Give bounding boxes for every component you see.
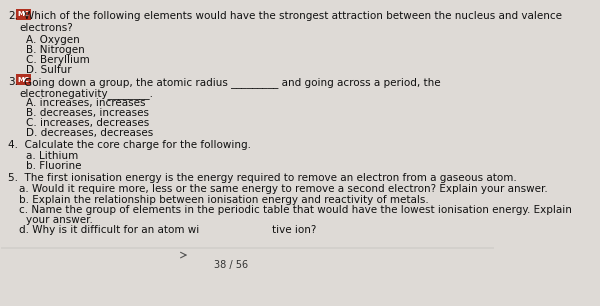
Text: D. decreases, decreases: D. decreases, decreases xyxy=(26,128,153,138)
Text: A. Oxygen: A. Oxygen xyxy=(26,35,80,45)
Text: a. Would it require more, less or the same energy to remove a second electron? E: a. Would it require more, less or the sa… xyxy=(19,184,548,194)
FancyBboxPatch shape xyxy=(16,9,31,20)
Text: d. Why is it difficult for an atom wi: d. Why is it difficult for an atom wi xyxy=(19,225,200,235)
Text: b. Fluorine: b. Fluorine xyxy=(26,161,82,171)
Text: a. Lithium: a. Lithium xyxy=(26,151,78,161)
Text: C. increases, decreases: C. increases, decreases xyxy=(26,118,149,128)
Text: A. increases, increases: A. increases, increases xyxy=(26,99,146,109)
Text: Going down a group, the atomic radius _________ and going across a period, the: Going down a group, the atomic radius __… xyxy=(25,77,441,88)
Text: MC: MC xyxy=(17,77,29,83)
Text: c. Name the group of elements in the periodic table that would have the lowest i: c. Name the group of elements in the per… xyxy=(19,204,572,215)
Text: 4.  Calculate the core charge for the following.: 4. Calculate the core charge for the fol… xyxy=(8,140,251,150)
Text: electronegativity________.: electronegativity________. xyxy=(19,88,154,99)
Text: 5.  The first ionisation energy is the energy required to remove an electron fro: 5. The first ionisation energy is the en… xyxy=(8,173,517,183)
Text: B. Nitrogen: B. Nitrogen xyxy=(26,45,85,55)
Text: electrons?: electrons? xyxy=(19,23,73,33)
Text: tive ion?: tive ion? xyxy=(272,225,317,235)
Text: 38 / 56: 38 / 56 xyxy=(214,260,248,270)
FancyBboxPatch shape xyxy=(16,74,31,85)
Text: b. Explain the relationship between ionisation energy and reactivity of metals.: b. Explain the relationship between ioni… xyxy=(19,195,429,205)
Text: B. decreases, increases: B. decreases, increases xyxy=(26,108,149,118)
Text: MC: MC xyxy=(17,11,29,17)
Text: D. Sulfur: D. Sulfur xyxy=(26,65,71,75)
Text: Which of the following elements would have the strongest attraction between the : Which of the following elements would ha… xyxy=(25,11,562,21)
Text: 3.: 3. xyxy=(8,77,18,87)
Text: 2.: 2. xyxy=(8,11,18,21)
Text: your answer.: your answer. xyxy=(26,215,93,226)
Text: C. Beryllium: C. Beryllium xyxy=(26,55,90,65)
